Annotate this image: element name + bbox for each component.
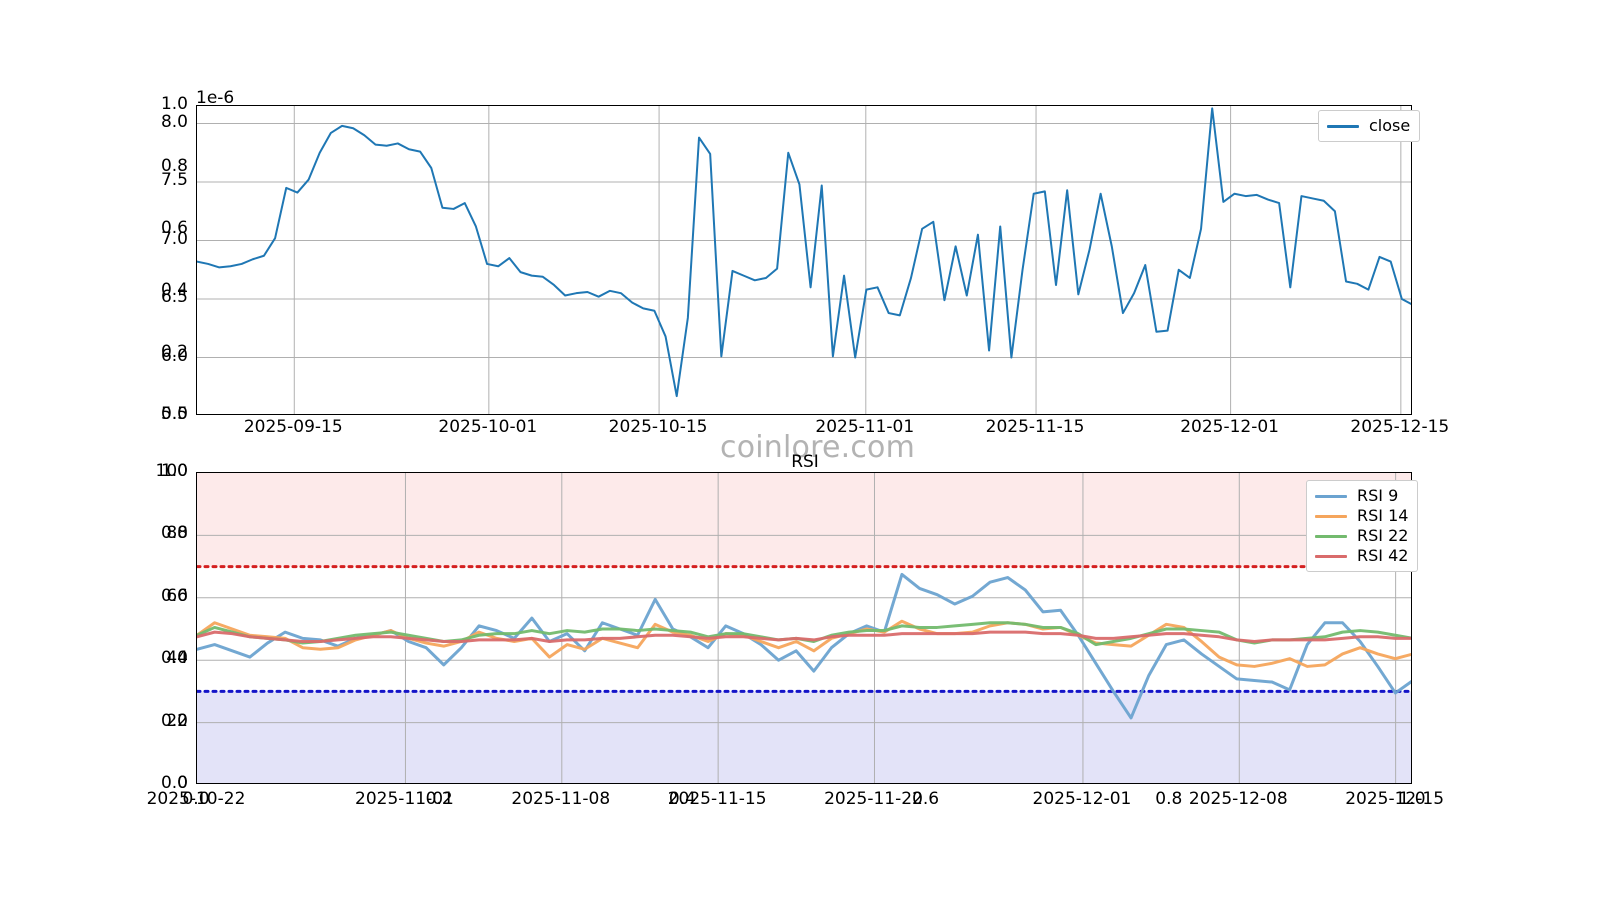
legend-item-rsi-22: RSI 22	[1315, 526, 1408, 546]
axis-tick-label-x: 0.2	[425, 789, 453, 809]
axis-tick-label-x: 0.6	[912, 789, 940, 809]
axis-tick-label-y: 0.4	[160, 648, 188, 669]
legend-item-rsi-42: RSI 42	[1315, 546, 1408, 566]
axis-tick-label-y: 40	[166, 648, 188, 669]
legend-item-label: close	[1369, 116, 1411, 135]
axis-tick-label-x: 0.4	[668, 789, 696, 809]
axis-tick-label-x: 2025-11-01	[815, 417, 915, 437]
axis-tick-label-y: 0.8	[160, 156, 188, 176]
axis-tick-label-y: 8.0	[160, 111, 188, 132]
axis-tick-label-x: 2025-11-01	[355, 789, 454, 809]
rsi-chart-title: RSI	[791, 452, 819, 472]
watermark-coinlore: coinlore.com	[720, 430, 916, 465]
axis-tick-label-x: 2025-10-01	[438, 417, 538, 437]
axis-tick-label-x: 0.0	[182, 789, 210, 809]
axis-tick-label-y: 0.0	[160, 773, 188, 793]
axis-tick-label-y: 0.6	[160, 218, 188, 238]
axis-tick-label-y: 0.8	[160, 523, 188, 544]
legend-color-swatch-icon	[1315, 534, 1347, 538]
axis-tick-label-x: 2025-12-15	[1345, 789, 1445, 809]
axis-tick-label-x: 2025-10-22	[146, 789, 246, 809]
legend-item-label: RSI 22	[1357, 526, 1409, 545]
axis-tick-label-y: 1.0	[160, 461, 188, 481]
axis-tick-label-x: 2025-11-15	[667, 789, 767, 809]
axis-tick-label-y: 5.5	[160, 404, 188, 424]
axis-tick-label-x: 2025-12-08	[1188, 789, 1288, 809]
axis-tick-label-x: 2025-11-15	[985, 417, 1085, 437]
axis-tick-label-y: 80	[166, 523, 188, 544]
legend-color-swatch-icon	[1315, 514, 1347, 518]
price-y-axis-offset-text: 1e-6	[196, 88, 235, 108]
legend-item-rsi-9: RSI 9	[1315, 486, 1408, 506]
axis-tick-label-y: 6.0	[160, 345, 188, 366]
legend-color-swatch-icon	[1315, 554, 1347, 558]
axis-tick-label-x: 2025-11-08	[511, 789, 611, 809]
legend-item-close: close	[1327, 116, 1410, 136]
axis-tick-label-y: 0.0	[160, 404, 188, 424]
legend-item-label: RSI 42	[1357, 546, 1409, 565]
legend-item-label: RSI 9	[1357, 486, 1399, 505]
axis-tick-label-x: 2025-09-15	[243, 417, 343, 437]
rsi-chart-plot-area	[196, 472, 1412, 784]
axis-tick-label-y: 0	[177, 773, 188, 793]
axis-tick-label-y: 100	[155, 461, 188, 481]
legend-color-swatch-icon	[1327, 124, 1359, 128]
axis-tick-label-y: 7.0	[160, 228, 188, 249]
axis-tick-label-y: 60	[166, 585, 188, 606]
axis-tick-label-y: 0.6	[160, 585, 188, 606]
legend-item-label: RSI 14	[1357, 506, 1409, 525]
price-chart-plot-area	[196, 105, 1412, 415]
axis-tick-label-y: 0.2	[160, 710, 188, 731]
axis-tick-label-y: 0.4	[160, 280, 188, 300]
axis-tick-label-x: 2025-12-01	[1180, 417, 1279, 437]
axis-tick-label-x: 2025-12-15	[1350, 417, 1450, 437]
axis-tick-label-y: 1.0	[160, 94, 188, 114]
axis-tick-label-y: 0.2	[160, 342, 188, 362]
axis-tick-label-x: 2025-11-22	[824, 789, 923, 809]
axis-tick-label-x: 0.8	[1155, 789, 1183, 809]
price-chart-legend: close	[1318, 110, 1421, 142]
rsi-chart-legend: RSI 9 RSI 14 RSI 22 RSI 42	[1306, 480, 1419, 572]
legend-color-swatch-icon	[1315, 494, 1347, 498]
axis-tick-label-y: 7.5	[160, 170, 188, 191]
axis-tick-label-y: 20	[166, 710, 188, 731]
axis-tick-label-x: 1.0	[1398, 789, 1426, 809]
price-chart-svg	[197, 106, 1411, 414]
legend-item-rsi-14: RSI 14	[1315, 506, 1408, 526]
axis-tick-label-y: 6.5	[160, 287, 188, 308]
axis-tick-label-x: 2025-10-15	[608, 417, 708, 437]
rsi-chart-svg	[197, 473, 1411, 783]
axis-tick-label-x: 2025-12-01	[1032, 789, 1132, 809]
